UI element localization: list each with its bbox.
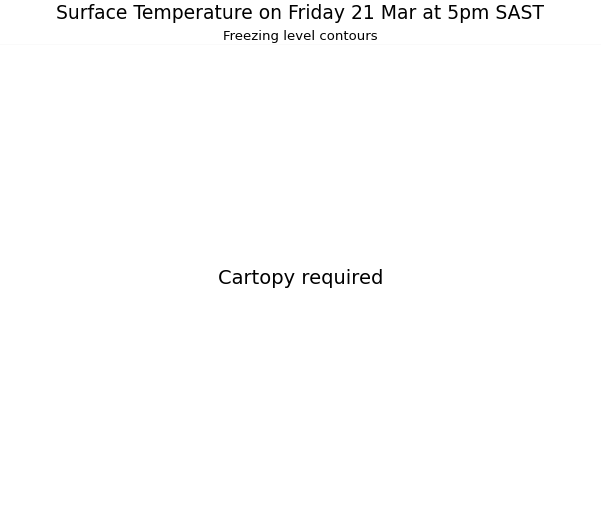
Text: Cartopy required: Cartopy required bbox=[218, 269, 383, 288]
Text: Surface Temperature on Friday 21 Mar at 5pm SAST: Surface Temperature on Friday 21 Mar at … bbox=[56, 4, 545, 23]
Text: Freezing level contours: Freezing level contours bbox=[223, 30, 378, 44]
